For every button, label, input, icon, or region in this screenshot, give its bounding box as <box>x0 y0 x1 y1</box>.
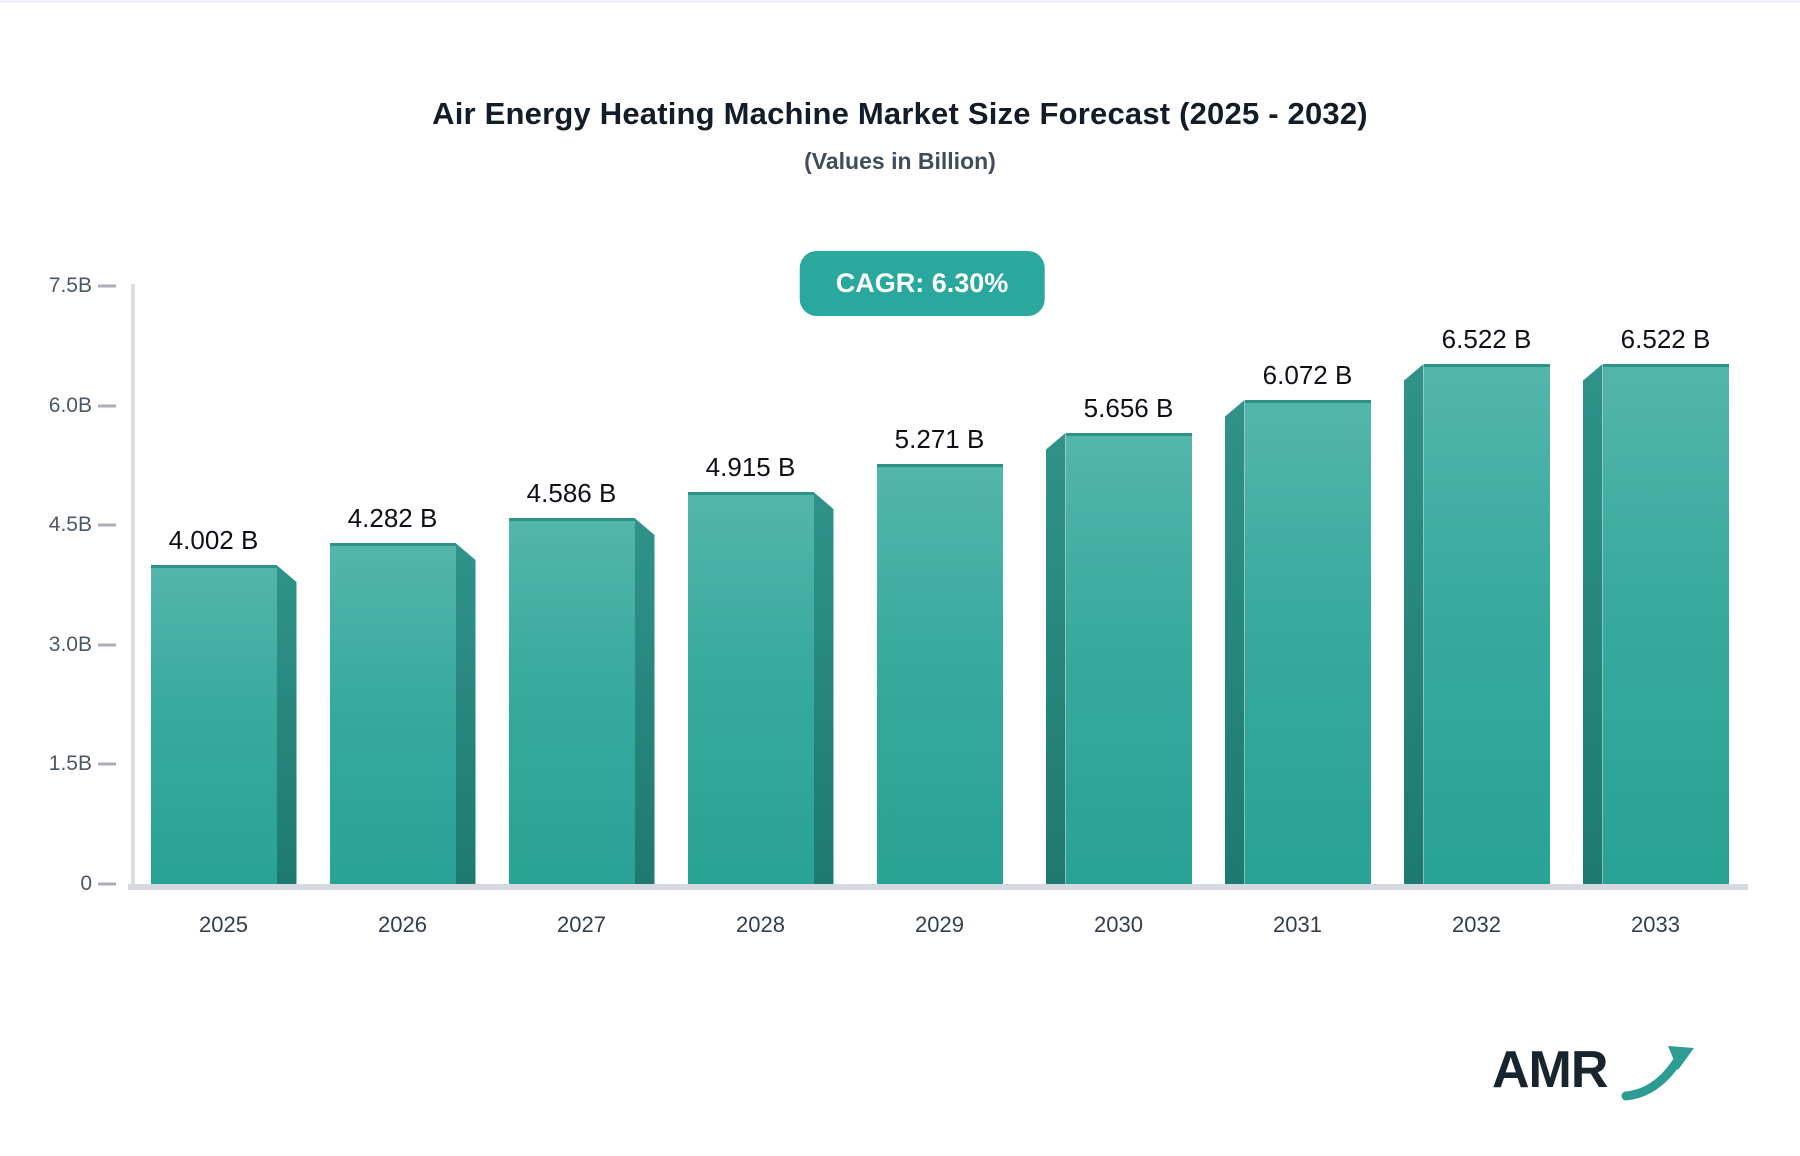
bar-front-face <box>150 565 277 884</box>
y-tick-label: 3.0B <box>48 632 92 656</box>
bar-2031: 6.072 B <box>1224 360 1371 884</box>
bar-front-face <box>1602 364 1729 884</box>
y-tick-dash <box>98 762 116 766</box>
bar-slot: 6.072 B <box>1208 286 1387 884</box>
y-tick-label: 4.5B <box>48 513 92 537</box>
bar-value-label: 4.586 B <box>526 478 617 508</box>
bar-slot: 4.282 B <box>313 286 492 884</box>
bar-side-face <box>455 543 476 884</box>
y-tick-label: 1.5B <box>48 752 92 776</box>
bar-2032: 6.522 B <box>1403 324 1550 884</box>
window-top-edge <box>0 0 1800 3</box>
x-tick-label-2027: 2027 <box>557 912 606 937</box>
bar-side-face <box>813 492 834 884</box>
y-tick-label: 0 <box>80 872 92 895</box>
bar-slot: 5.271 B <box>850 286 1029 884</box>
y-tick-dash <box>98 404 116 408</box>
bar-slot: 4.915 B <box>671 286 850 884</box>
bar-front-face <box>1244 400 1371 884</box>
bar-front-face <box>1423 364 1550 884</box>
plot-area: 4.002 B 4.282 B 4.586 B 4.915 B 5.271 B 5.656… <box>134 286 1745 884</box>
bar-2029: 5.271 B <box>876 424 1003 884</box>
bar-2033: 6.522 B <box>1582 324 1729 884</box>
y-tick-label: 7.5B <box>48 274 92 297</box>
x-tick-label-2026: 2026 <box>378 912 427 937</box>
chart-title: Air Energy Heating Machine Market Size F… <box>432 96 1368 131</box>
bar-side-face <box>1224 400 1245 884</box>
bar-value-label: 4.002 B <box>168 525 259 555</box>
bar-2026: 4.282 B <box>329 503 476 884</box>
bar-side-face <box>1403 364 1424 884</box>
y-tick-dash <box>98 643 116 647</box>
x-tick-label-2032: 2032 <box>1452 912 1501 937</box>
bar-front-face <box>329 543 456 884</box>
bar-2030: 5.656 B <box>1045 393 1192 884</box>
bar-side-face <box>276 565 297 884</box>
bar-value-label: 4.282 B <box>347 503 438 533</box>
bar-value-label: 6.072 B <box>1262 360 1353 390</box>
bar-side-face <box>1582 364 1603 884</box>
y-tick-dash <box>98 882 116 886</box>
y-axis-line <box>131 284 135 884</box>
y-tick-dash <box>98 523 116 527</box>
x-axis-line <box>128 884 1748 890</box>
bar-front-face <box>508 518 635 884</box>
bar-front-face <box>876 464 1003 884</box>
bar-2028: 4.915 B <box>687 452 834 884</box>
bar-front-face <box>687 492 814 884</box>
y-tick-label: 6.0B <box>48 393 92 417</box>
bar-slot: 5.656 B <box>1029 286 1208 884</box>
y-tick-dash <box>98 284 116 288</box>
bar-value-label: 6.522 B <box>1441 324 1532 354</box>
x-tick-label-2033: 2033 <box>1631 912 1680 937</box>
chart-subtitle: (Values in Billion) <box>804 148 996 174</box>
bar-slot: 6.522 B <box>1387 286 1566 884</box>
amr-logo: AMR <box>1492 1028 1712 1118</box>
bar-value-label: 6.522 B <box>1620 324 1711 354</box>
trend-up-arrow-icon <box>1621 1046 1694 1101</box>
bar-value-label: 4.915 B <box>705 452 796 482</box>
bar-2025: 4.002 B <box>150 525 297 884</box>
bar-side-face <box>634 518 655 884</box>
x-tick-label-2028: 2028 <box>736 912 785 937</box>
x-tick-label-2029: 2029 <box>915 912 964 937</box>
bar-value-label: 5.271 B <box>894 424 985 454</box>
x-tick-label-2031: 2031 <box>1273 912 1322 937</box>
bar-slot: 6.522 B <box>1566 286 1745 884</box>
x-tick-label-2030: 2030 <box>1094 912 1143 937</box>
bar-front-face <box>1065 433 1192 884</box>
bar-2027: 4.586 B <box>508 478 655 884</box>
amr-logo-text: AMR <box>1492 1041 1608 1099</box>
bar-slot: 4.586 B <box>492 286 671 884</box>
bar-side-face <box>1045 433 1066 884</box>
bar-value-label: 5.656 B <box>1083 393 1174 423</box>
bar-slot: 4.002 B <box>134 286 313 884</box>
cagr-badge: CAGR: 6.30% <box>799 251 1045 316</box>
x-tick-label-2025: 2025 <box>199 912 248 937</box>
